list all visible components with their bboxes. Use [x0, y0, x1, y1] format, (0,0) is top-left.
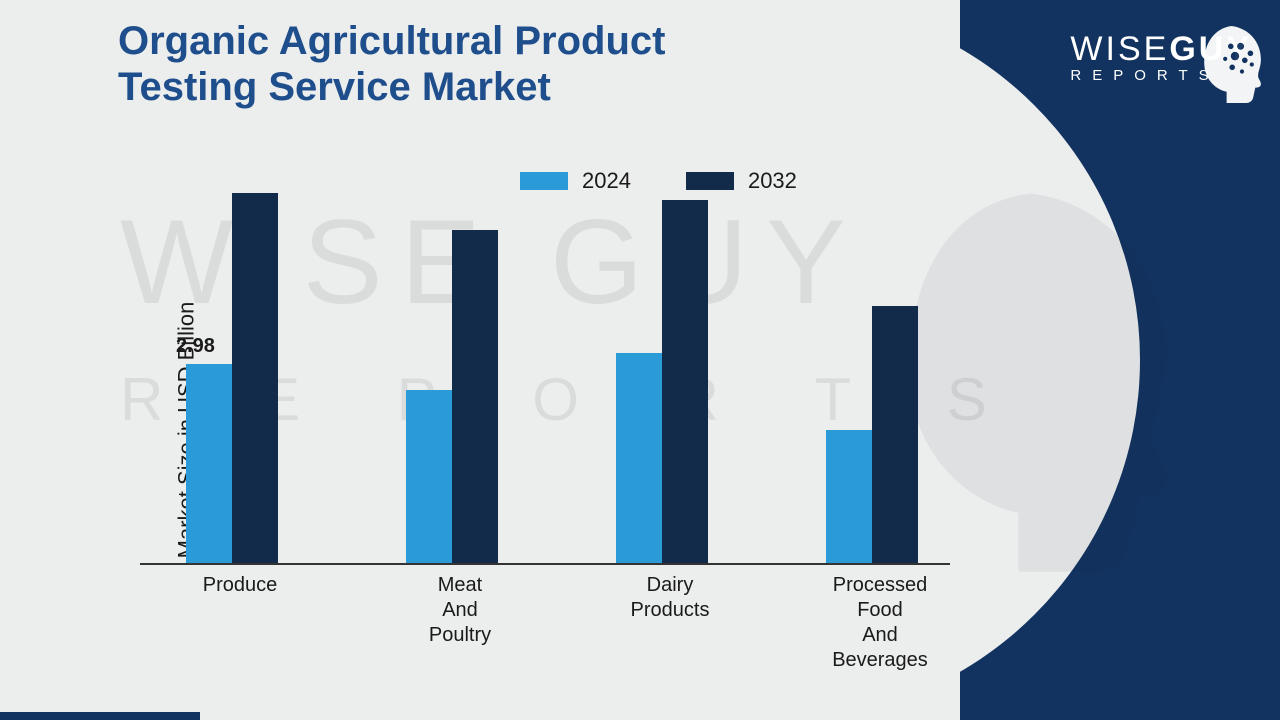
x-axis-label: ProcessedFoodAndBeverages — [810, 573, 950, 673]
x-axis-label: MeatAndPoultry — [390, 573, 530, 648]
chart-card: WISE GUY R E P O R T S Organic Agricultu… — [0, 0, 1280, 720]
bar-series-b — [662, 200, 708, 563]
brand-logo: WISEGUY REPORTS — [1070, 30, 1252, 84]
bar-series-b — [232, 193, 278, 563]
chart-title: Organic Agricultural Product Testing Ser… — [118, 18, 768, 110]
x-axis-label: DairyProducts — [600, 573, 740, 623]
bar-series-a — [826, 430, 872, 563]
logo-head-icon — [1200, 22, 1270, 107]
bar-series-b — [452, 230, 498, 563]
accent-bar — [0, 712, 200, 720]
value-label: 2.98 — [176, 335, 215, 358]
bar-series-a — [406, 390, 452, 563]
bar-series-a — [616, 353, 662, 563]
bar-series-b — [872, 306, 918, 563]
plot-area: 2.98 — [140, 165, 950, 565]
bar-series-a — [186, 364, 232, 563]
chart-area: Market Size in USD Billion 2.98 ProduceM… — [50, 165, 950, 695]
x-axis-label: Produce — [170, 573, 310, 598]
